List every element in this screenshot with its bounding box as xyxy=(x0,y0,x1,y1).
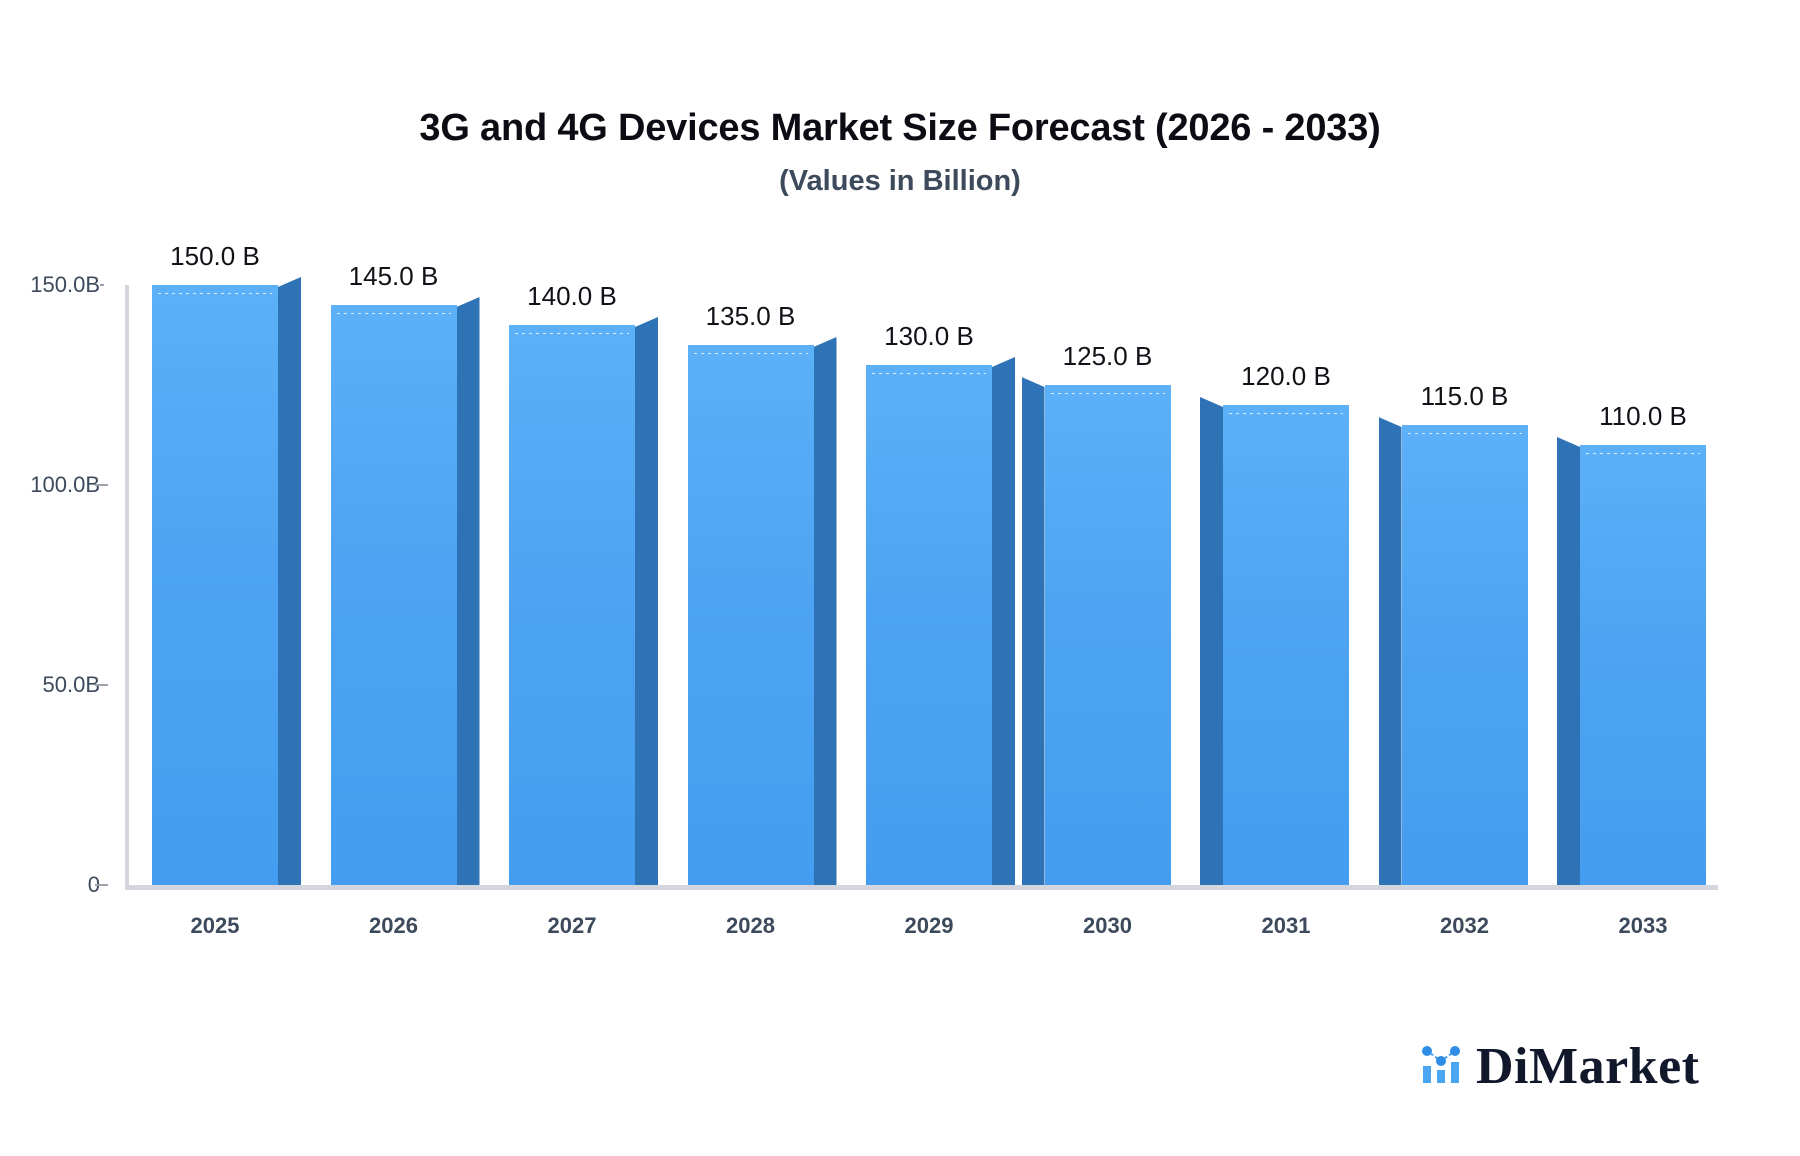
x-axis-tick-label-2031: 2031 xyxy=(1261,913,1311,938)
y-axis-tick-label: 50.0B xyxy=(42,672,101,697)
bar-value-label: 140.0 B xyxy=(527,281,617,311)
bar-value-label: 150.0 B xyxy=(170,241,260,271)
x-axis-tick-label-2032: 2032 xyxy=(1440,913,1489,938)
x-axis-tick-label-2026: 2026 xyxy=(369,913,418,938)
bar-front-face xyxy=(509,325,635,885)
x-axis-line xyxy=(125,885,1718,890)
y-axis-tick-mark xyxy=(95,684,108,686)
x-axis-tick-label-2029: 2029 xyxy=(904,913,954,938)
brand-logo: DiMarket xyxy=(1418,1041,1699,1093)
bar-front-face xyxy=(1223,405,1349,885)
logo-wordmark: DiMarket xyxy=(1476,1038,1700,1095)
bar-value-label: 130.0 B xyxy=(884,321,974,351)
y-axis-tick-label: 0 xyxy=(87,872,100,897)
chart-title-block: 3G and 4G Devices Market Size Forecast (… xyxy=(0,107,1800,198)
bar-value-label: 120.0 B xyxy=(1241,361,1331,391)
bar-front-face xyxy=(866,365,992,885)
bar-side-face xyxy=(992,357,1015,885)
y-axis-line xyxy=(125,285,129,889)
bar-side-face xyxy=(1200,397,1223,885)
y-axis-tick-mark xyxy=(95,484,108,486)
bar-chart-dots-icon xyxy=(1418,1042,1464,1093)
bar-side-face xyxy=(1021,377,1045,885)
bar-value-label: 125.0 B xyxy=(1062,341,1153,371)
chart-subtitle: (Values in Billion) xyxy=(779,164,1021,197)
bar-side-face xyxy=(1378,417,1402,885)
bar-side-face xyxy=(813,337,837,885)
bar-front-face xyxy=(1401,425,1528,885)
x-axis-tick-label-2033: 2033 xyxy=(1618,913,1668,938)
x-axis-tick-label-2028: 2028 xyxy=(726,913,775,938)
y-axis-tick-mark xyxy=(100,284,104,286)
bar-value-label: 115.0 B xyxy=(1420,381,1509,411)
bar-front-face xyxy=(330,305,457,885)
y-axis-tick-label: 100.0B xyxy=(30,472,100,497)
bar-front-face xyxy=(1580,445,1706,885)
bar-front-face xyxy=(687,345,814,885)
bar-side-face xyxy=(635,317,658,885)
page-title: 3G and 4G Devices Market Size Forecast (… xyxy=(419,107,1381,149)
bar-side-face xyxy=(456,297,480,885)
y-axis-tick-label: 150.0B xyxy=(30,272,100,297)
x-axis-tick-label-2030: 2030 xyxy=(1083,913,1132,938)
x-axis-tick-label-2025: 2025 xyxy=(190,913,240,938)
bar-value-label: 135.0 B xyxy=(705,301,796,331)
bar-value-label: 145.0 B xyxy=(348,261,439,291)
bar-side-face xyxy=(1557,437,1580,885)
bar-front-face xyxy=(152,285,278,885)
x-axis-tick-label-2027: 2027 xyxy=(547,913,597,938)
bar-side-face xyxy=(278,277,301,885)
bar-front-face xyxy=(1044,385,1171,885)
y-axis-tick-mark xyxy=(95,884,108,886)
bar-value-label: 110.0 B xyxy=(1599,401,1687,431)
